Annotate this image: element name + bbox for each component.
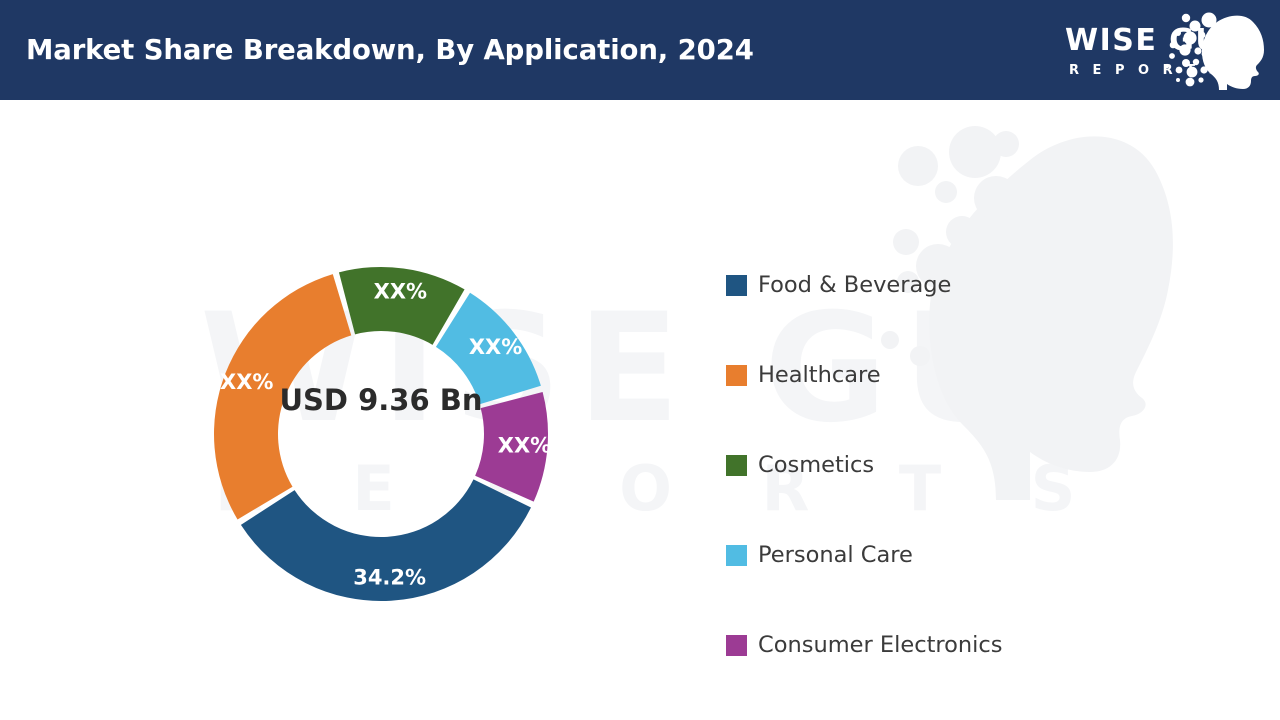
legend-swatch-icon: [726, 364, 747, 386]
legend-item-personal-care[interactable]: Personal Care: [726, 510, 1146, 600]
logo-svg: WISE GUY R E P O R T S: [1065, 12, 1264, 91]
slice-data-label: XX%: [374, 279, 427, 303]
donut-slice[interactable]: [338, 267, 465, 345]
legend-item-label: Food & Beverage: [758, 271, 952, 298]
donut-center-value: USD 9.36 Bn: [279, 383, 483, 417]
donut-slice[interactable]: [240, 479, 531, 601]
legend-item-healthcare[interactable]: Healthcare: [726, 330, 1146, 420]
donut-chart: 34.2% XX% XX% XX% XX%: [190, 243, 572, 625]
legend-item-food-beverage[interactable]: Food & Beverage: [726, 240, 1146, 330]
donut-slice[interactable]: [213, 274, 352, 520]
chart-body: WISE GUY R E P O R T S: [0, 100, 1280, 720]
legend-swatch-icon: [726, 544, 747, 566]
header-bar: Market Share Breakdown, By Application, …: [0, 0, 1280, 100]
page-title: Market Share Breakdown, By Application, …: [26, 34, 754, 66]
donut-slice-labels: 34.2% XX% XX% XX% XX%: [220, 279, 551, 589]
slice-data-label: XX%: [469, 335, 522, 359]
wise-guy-reports-logo: WISE GUY R E P O R T S: [1059, 4, 1274, 96]
slice-data-label: XX%: [220, 370, 273, 394]
donut-slice[interactable]: [435, 292, 541, 405]
head-profile-icon: [1164, 12, 1264, 91]
chart-legend: Food & Beverage Healthcare Cosmetics Per…: [726, 240, 1146, 690]
donut-slice[interactable]: [475, 391, 548, 502]
legend-item-label: Personal Care: [758, 541, 913, 568]
donut-slices: [213, 267, 548, 601]
legend-item-cosmetics[interactable]: Cosmetics: [726, 420, 1146, 510]
donut-svg: 34.2% XX% XX% XX% XX%: [213, 267, 551, 601]
legend-swatch-icon: [726, 274, 747, 296]
logo-wordmark-line2: R E P O R T S: [1069, 63, 1222, 78]
legend-item-consumer-electronics[interactable]: Consumer Electronics: [726, 600, 1146, 690]
slice-data-label: 34.2%: [353, 566, 426, 590]
legend-item-label: Cosmetics: [758, 451, 875, 478]
legend-swatch-icon: [726, 634, 747, 656]
legend-item-label: Consumer Electronics: [758, 631, 1003, 658]
legend-item-label: Healthcare: [758, 361, 881, 388]
slice-data-label: XX%: [498, 434, 551, 458]
legend-swatch-icon: [726, 454, 747, 476]
